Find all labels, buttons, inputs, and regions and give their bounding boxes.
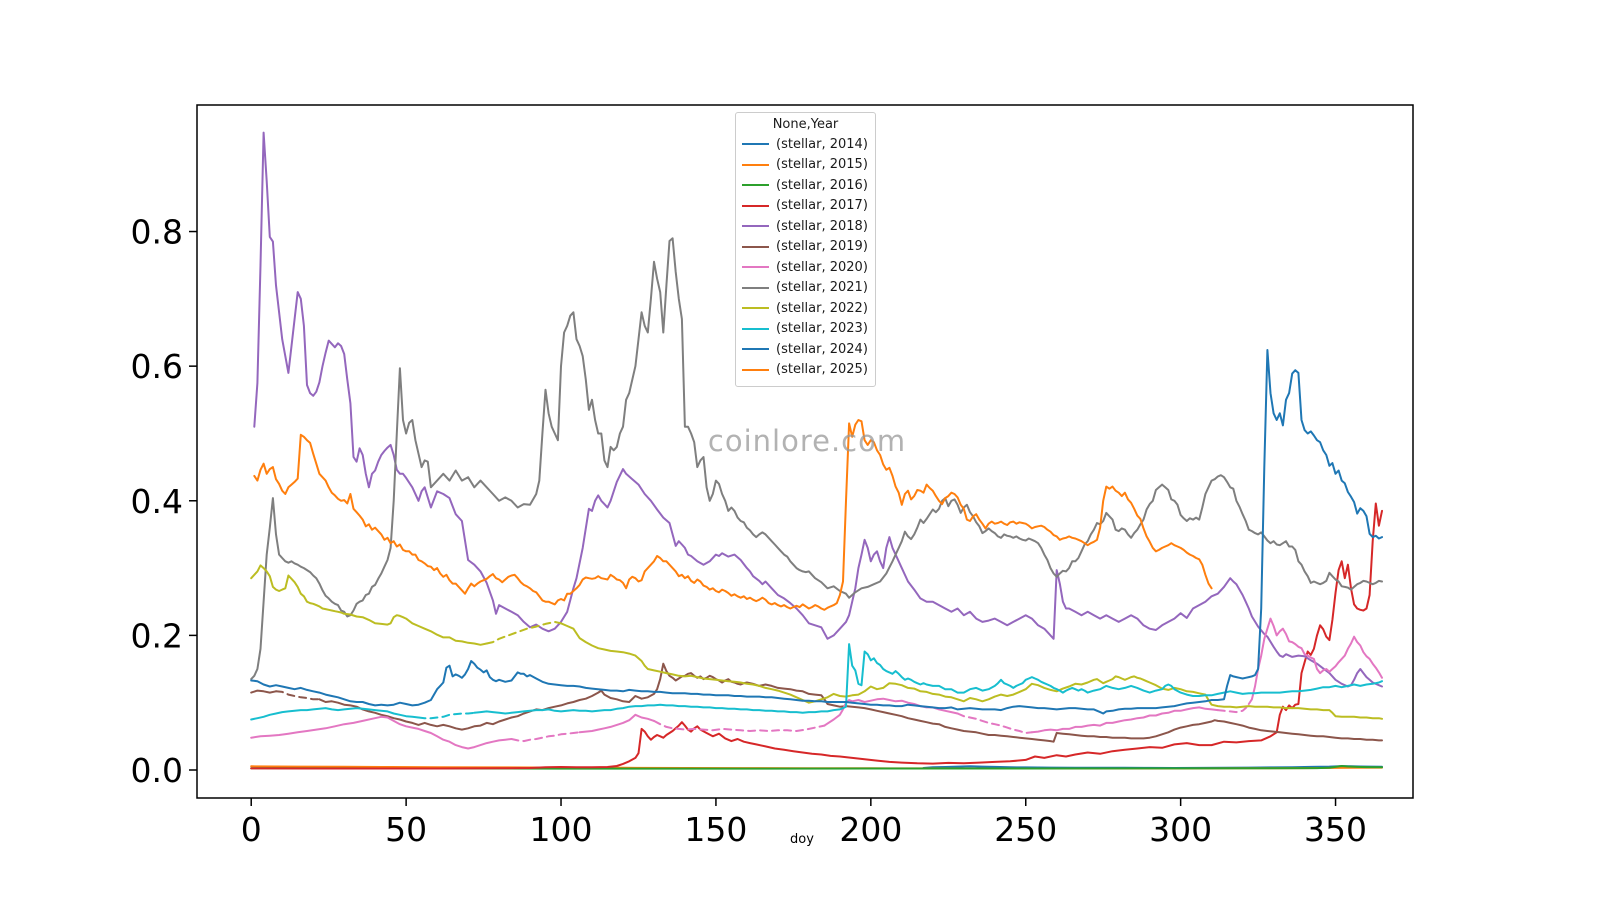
series-line-2019: [318, 662, 1383, 743]
legend-item-label: (stellar, 2024): [776, 341, 868, 357]
x-axis-label: doy: [790, 832, 814, 847]
legend-line-swatch: [742, 327, 769, 330]
series-line-2020: [510, 731, 581, 743]
legend-item: (stellar, 2015): [742, 155, 869, 176]
x-tick-label: 300: [1149, 810, 1212, 849]
x-tick-label: 0: [241, 810, 262, 849]
series-line-2022: [560, 622, 1383, 720]
series-line-2022: [250, 564, 488, 646]
legend-item-label: (stellar, 2017): [776, 198, 868, 214]
y-tick-label: 0.4: [131, 482, 183, 521]
legend-item: (stellar, 2023): [742, 319, 869, 340]
series-line-2019: [250, 689, 277, 694]
legend-item-label: (stellar, 2018): [776, 218, 868, 234]
x-tick-label: 200: [839, 810, 902, 849]
legend-line-swatch: [742, 266, 769, 269]
series-line-2023: [250, 707, 420, 721]
legend-items: (stellar, 2014) (stellar, 2015) (stellar, …: [742, 134, 869, 380]
series-line-2020: [1247, 617, 1383, 705]
x-tick-label: 150: [684, 810, 747, 849]
legend-item: (stellar, 2025): [742, 360, 869, 381]
x-tick-label: 350: [1304, 810, 1367, 849]
legend-item: (stellar, 2017): [742, 196, 869, 217]
series-line-2020: [653, 719, 826, 732]
legend-item: (stellar, 2014): [742, 134, 869, 155]
x-tick-label: 50: [385, 810, 427, 849]
y-tick-label: 0.2: [131, 616, 183, 655]
legend-item-label: (stellar, 2022): [776, 300, 868, 316]
plot-frame: [196, 104, 1414, 799]
series-line-2020: [956, 712, 1033, 734]
legend-title: None,Year: [772, 117, 839, 132]
legend-item-label: (stellar, 2025): [776, 362, 868, 378]
series-line-2020: [578, 713, 655, 734]
legend-line-swatch: [742, 225, 769, 228]
legend-line-swatch: [742, 307, 769, 310]
legend-item-label: (stellar, 2021): [776, 280, 868, 296]
legend-line-swatch: [742, 286, 769, 289]
legend-item: (stellar, 2024): [742, 339, 869, 360]
series-line-2017: [250, 502, 1383, 770]
x-tick-label: 250: [994, 810, 1057, 849]
legend-line-swatch: [742, 245, 769, 248]
legend-item: (stellar, 2016): [742, 175, 869, 196]
legend-item: (stellar, 2018): [742, 216, 869, 237]
legend-item-label: (stellar, 2020): [776, 259, 868, 275]
y-tick-label: 0.8: [131, 213, 183, 252]
series-line-2020: [250, 715, 513, 750]
series-line-2023: [417, 711, 476, 720]
legend-line-swatch: [742, 184, 769, 187]
legend-item: (stellar, 2020): [742, 257, 869, 278]
y-tick-label: 0.0: [131, 751, 183, 790]
series-line-2020: [1216, 703, 1250, 714]
series-line-2019: [275, 690, 321, 701]
legend-line-swatch: [742, 143, 769, 146]
y-tick-label: 0.6: [131, 347, 183, 386]
series-line-2020: [1030, 706, 1219, 734]
legend-line-swatch: [742, 368, 769, 371]
legend-item-label: (stellar, 2019): [776, 239, 868, 255]
legend-item-label: (stellar, 2015): [776, 157, 868, 173]
legend-line-swatch: [742, 163, 769, 166]
series-line-2018: [253, 131, 1383, 688]
series-line-2024: [250, 349, 1383, 715]
legend-item: (stellar, 2022): [742, 298, 869, 319]
legend-item: (stellar, 2019): [742, 237, 869, 258]
legend-line-swatch: [742, 204, 769, 207]
legend-item-label: (stellar, 2023): [776, 321, 868, 337]
legend: None,Year (stellar, 2014) (stellar, 2015)…: [735, 112, 876, 387]
legend-item-label: (stellar, 2014): [776, 136, 868, 152]
legend-item: (stellar, 2021): [742, 278, 869, 299]
series-line-2025: [253, 419, 1213, 611]
legend-line-swatch: [742, 348, 769, 351]
legend-item-label: (stellar, 2016): [776, 177, 868, 193]
x-tick-label: 100: [530, 810, 593, 849]
series-line-2021: [250, 237, 1383, 681]
series-line-2022: [485, 620, 562, 645]
series-line-2023: [473, 643, 1383, 715]
